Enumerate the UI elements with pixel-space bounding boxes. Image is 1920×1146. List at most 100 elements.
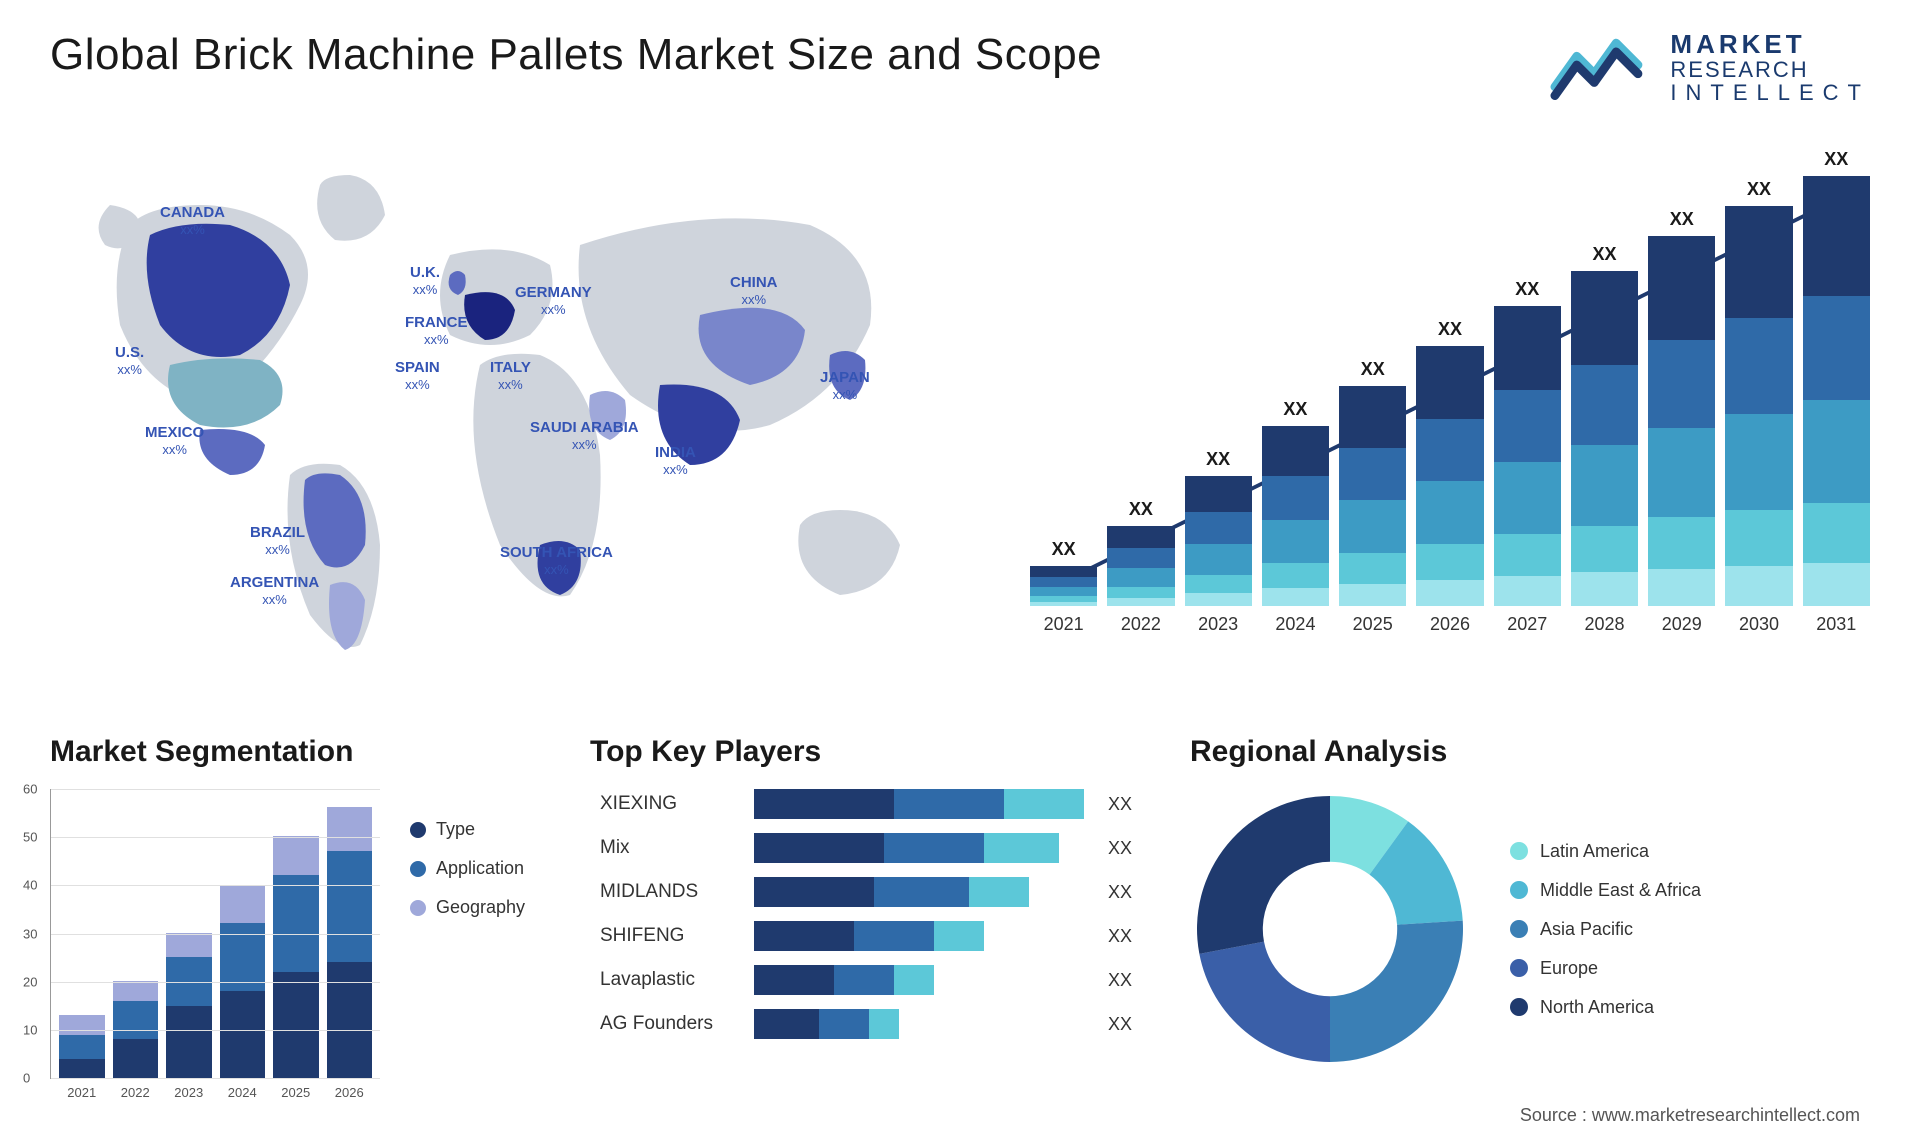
player-row: SHIFENG XX bbox=[600, 921, 1150, 951]
segmentation-legend: Type Application Geography bbox=[410, 789, 525, 1079]
growth-bar-2028: XX2028 bbox=[1571, 244, 1638, 635]
growth-year-label: 2028 bbox=[1584, 614, 1624, 635]
player-value: XX bbox=[1108, 1014, 1132, 1035]
player-row: XIEXING XX bbox=[600, 789, 1150, 819]
growth-bars: XX2021XX2022XX2023XX2024XX2025XX2026XX20… bbox=[1000, 175, 1870, 635]
seg-y-tick: 50 bbox=[23, 830, 37, 845]
growth-bar-value: XX bbox=[1206, 449, 1230, 470]
growth-bar-value: XX bbox=[1361, 359, 1385, 380]
players-panel: Top Key Players XIEXING XX Mix XX MIDLANDS XX… bbox=[590, 735, 1150, 1079]
page-title: Global Brick Machine Pallets Market Size… bbox=[50, 30, 1102, 80]
player-name: MIDLANDS bbox=[600, 881, 740, 903]
source-text: Source : www.marketresearchintellect.com bbox=[1520, 1105, 1860, 1126]
seg-legend-item: Geography bbox=[410, 897, 525, 918]
seg-year-label: 2022 bbox=[121, 1085, 150, 1100]
growth-bar-2031: XX 2031 bbox=[1803, 149, 1870, 635]
map-label-france: FRANCExx% bbox=[405, 315, 468, 348]
growth-bar-2022: XX2022 bbox=[1107, 499, 1174, 635]
growth-bar-value: XX bbox=[1515, 279, 1539, 300]
player-name: Mix bbox=[600, 837, 740, 859]
growth-chart: XX2021XX2022XX2023XX2024XX2025XX2026XX20… bbox=[1000, 145, 1870, 695]
growth-year-label: 2023 bbox=[1198, 614, 1238, 635]
seg-y-tick: 0 bbox=[23, 1071, 30, 1086]
growth-bar-value: XX bbox=[1824, 149, 1848, 170]
seg-legend-item: Application bbox=[410, 858, 525, 879]
world-map: CANADAxx%U.S.xx%MEXICOxx%BRAZILxx%ARGENT… bbox=[50, 145, 970, 695]
seg-bar-2023: 2023 bbox=[166, 933, 212, 1078]
donut-slice bbox=[1330, 921, 1463, 1062]
seg-legend-item: Type bbox=[410, 819, 525, 840]
growth-bar-value: XX bbox=[1052, 539, 1076, 560]
map-label-germany: GERMANYxx% bbox=[515, 285, 592, 318]
regional-legend-item: Latin America bbox=[1510, 841, 1701, 862]
player-row: Lavaplastic XX bbox=[600, 965, 1150, 995]
top-row: CANADAxx%U.S.xx%MEXICOxx%BRAZILxx%ARGENT… bbox=[50, 145, 1870, 695]
growth-bar-2024: XX2024 bbox=[1262, 399, 1329, 635]
player-value: XX bbox=[1108, 970, 1132, 991]
growth-bar-value: XX bbox=[1670, 209, 1694, 230]
regional-legend-item: Europe bbox=[1510, 958, 1701, 979]
seg-bar-2025: 2025 bbox=[273, 836, 319, 1078]
player-name: SHIFENG bbox=[600, 925, 740, 947]
map-label-japan: JAPANxx% bbox=[820, 370, 870, 403]
header: Global Brick Machine Pallets Market Size… bbox=[50, 30, 1870, 105]
logo-icon bbox=[1548, 30, 1658, 105]
growth-year-label: 2025 bbox=[1353, 614, 1393, 635]
regional-legend-item: Asia Pacific bbox=[1510, 919, 1701, 940]
seg-year-label: 2023 bbox=[174, 1085, 203, 1100]
growth-bar-2030: XX2030 bbox=[1725, 179, 1792, 635]
growth-bar-2023: XX 2023 bbox=[1185, 449, 1252, 635]
growth-bar-2027: XX2027 bbox=[1494, 279, 1561, 635]
players-title: Top Key Players bbox=[590, 735, 1150, 769]
growth-bar-value: XX bbox=[1438, 319, 1462, 340]
logo-text: MARKET RESEARCH INTELLECT bbox=[1670, 31, 1870, 104]
bottom-row: Market Segmentation 20212022202320242025… bbox=[50, 735, 1870, 1079]
regional-legend: Latin America Middle East & Africa Asia Pa… bbox=[1510, 841, 1701, 1018]
donut-slice bbox=[1199, 942, 1330, 1062]
player-row: AG FoundersXX bbox=[600, 1009, 1150, 1039]
seg-bar-2021: 2021 bbox=[59, 1015, 105, 1078]
seg-y-tick: 10 bbox=[23, 1022, 37, 1037]
logo-line-2: RESEARCH bbox=[1670, 58, 1870, 81]
seg-y-tick: 20 bbox=[23, 974, 37, 989]
regional-panel: Regional Analysis Latin America Middle Ea… bbox=[1190, 735, 1870, 1079]
map-label-u-s-: U.S.xx% bbox=[115, 345, 144, 378]
map-label-india: INDIAxx% bbox=[655, 445, 696, 478]
player-name: XIEXING bbox=[600, 793, 740, 815]
map-label-argentina: ARGENTINAxx% bbox=[230, 575, 319, 608]
seg-y-tick: 30 bbox=[23, 926, 37, 941]
seg-year-label: 2026 bbox=[335, 1085, 364, 1100]
logo-line-3: INTELLECT bbox=[1670, 81, 1870, 104]
player-value: XX bbox=[1108, 794, 1132, 815]
growth-bar-2029: XX2029 bbox=[1648, 209, 1715, 635]
infographic-root: Global Brick Machine Pallets Market Size… bbox=[0, 0, 1920, 1146]
growth-year-label: 2026 bbox=[1430, 614, 1470, 635]
map-label-italy: ITALYxx% bbox=[490, 360, 531, 393]
regional-legend-item: North America bbox=[1510, 997, 1701, 1018]
seg-year-label: 2024 bbox=[228, 1085, 257, 1100]
map-label-china: CHINAxx% bbox=[730, 275, 778, 308]
map-label-u-k-: U.K.xx% bbox=[410, 265, 440, 298]
growth-year-label: 2031 bbox=[1816, 614, 1856, 635]
seg-year-label: 2025 bbox=[281, 1085, 310, 1100]
segmentation-chart: 202120222023202420252026 0102030405060 bbox=[50, 789, 380, 1079]
growth-bar-2021: XX 2021 bbox=[1030, 539, 1097, 635]
player-value: XX bbox=[1108, 926, 1132, 947]
map-label-spain: SPAINxx% bbox=[395, 360, 440, 393]
player-value: XX bbox=[1108, 838, 1132, 859]
regional-title: Regional Analysis bbox=[1190, 735, 1870, 769]
growth-bar-2026: XX 2026 bbox=[1416, 319, 1483, 635]
map-label-south-africa: SOUTH AFRICAxx% bbox=[500, 545, 613, 578]
player-name: Lavaplastic bbox=[600, 969, 740, 991]
segmentation-title: Market Segmentation bbox=[50, 735, 550, 769]
seg-y-tick: 60 bbox=[23, 782, 37, 797]
map-label-canada: CANADAxx% bbox=[160, 205, 225, 238]
brand-logo: MARKET RESEARCH INTELLECT bbox=[1548, 30, 1870, 105]
player-value: XX bbox=[1108, 882, 1132, 903]
map-label-saudi-arabia: SAUDI ARABIAxx% bbox=[530, 420, 639, 453]
regional-legend-item: Middle East & Africa bbox=[1510, 880, 1701, 901]
map-label-mexico: MEXICOxx% bbox=[145, 425, 204, 458]
donut-slice bbox=[1197, 796, 1330, 954]
growth-bar-value: XX bbox=[1747, 179, 1771, 200]
growth-year-label: 2021 bbox=[1044, 614, 1084, 635]
